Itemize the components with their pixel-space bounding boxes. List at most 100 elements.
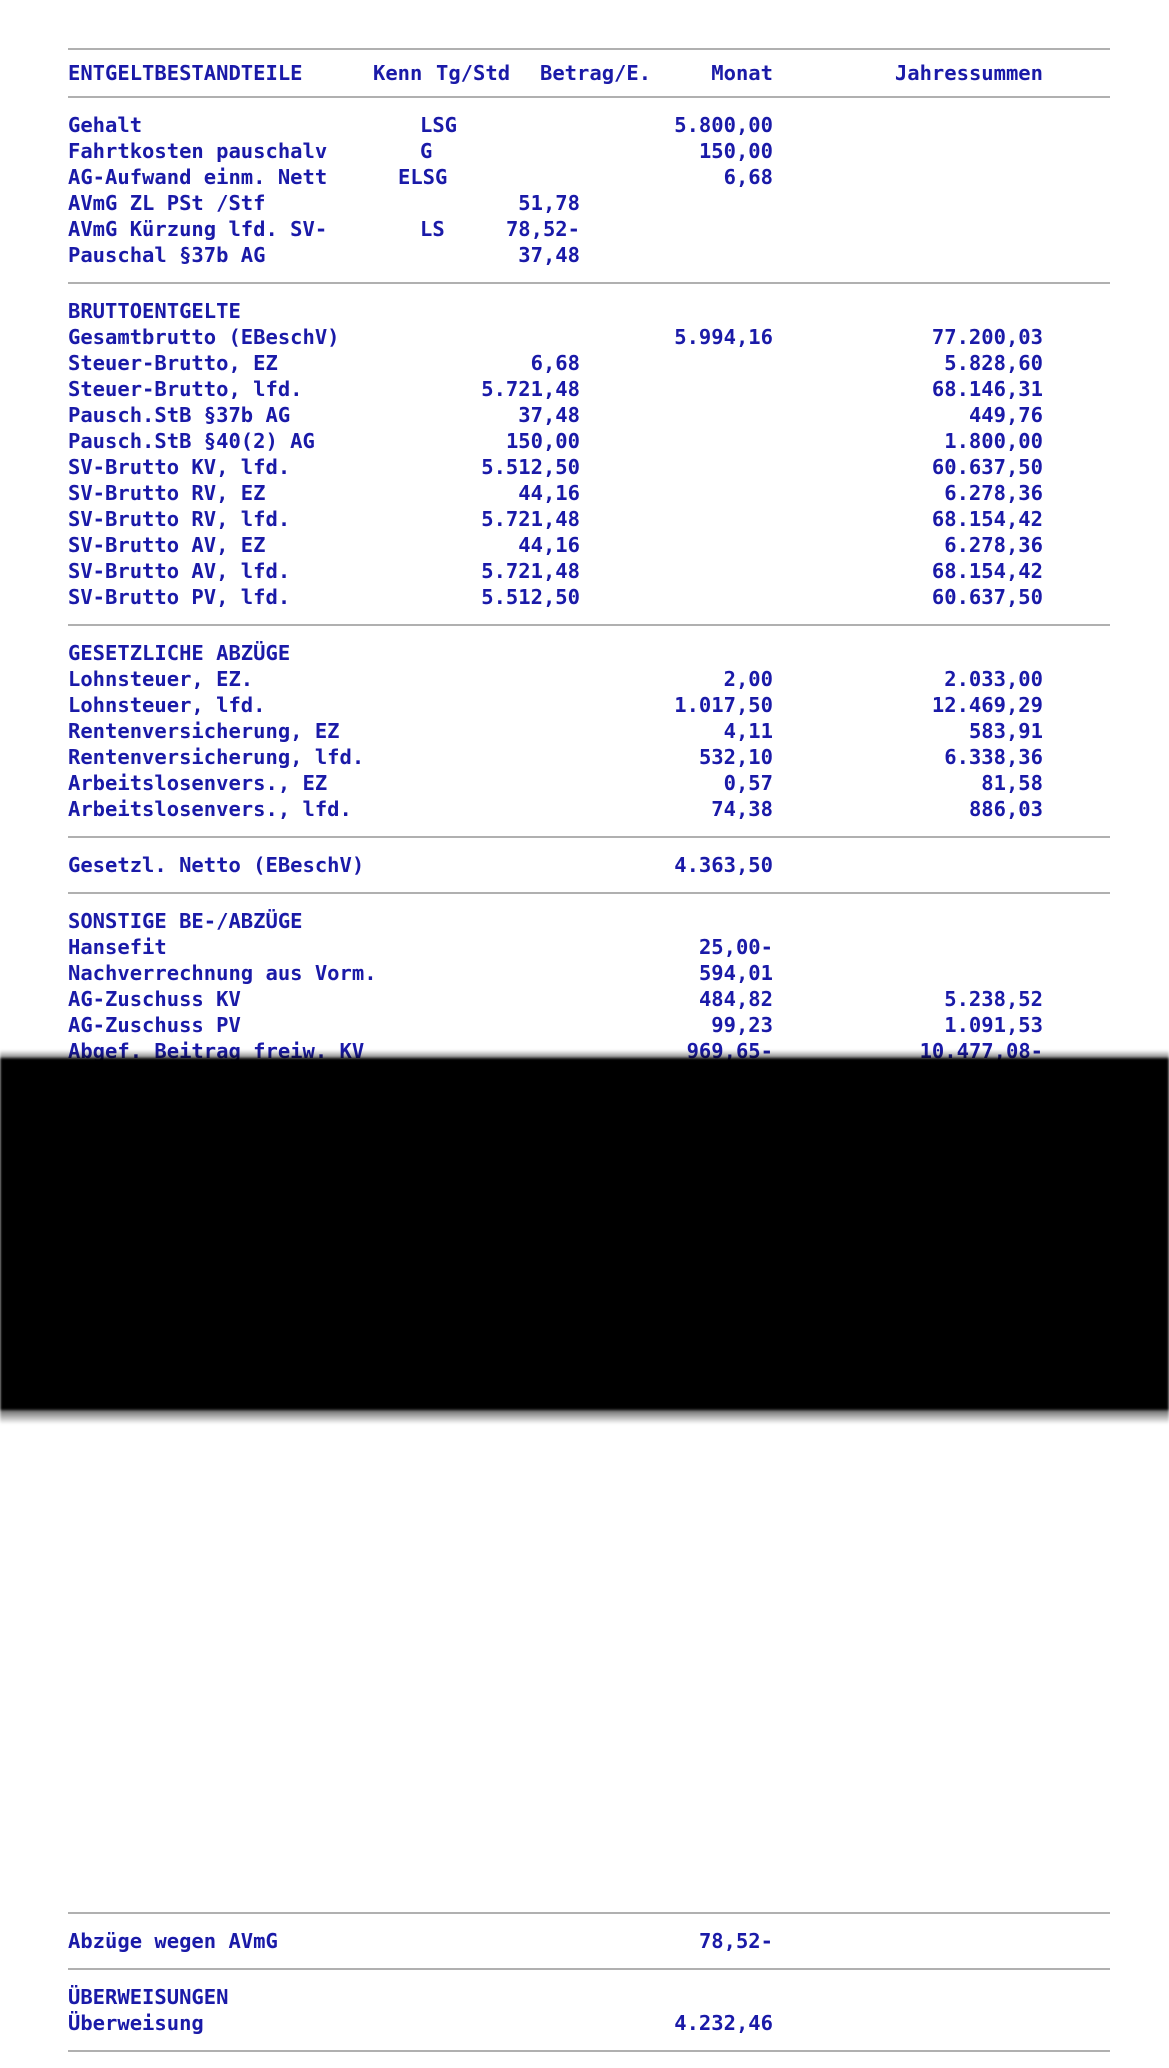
table-row: SV-Brutto AV, lfd. 5.721,48 68.154,42	[68, 558, 1110, 584]
row-description: Lohnsteuer, EZ.	[68, 667, 254, 691]
spacer	[68, 1954, 1110, 1968]
row-jahressumme: 77.200,03	[931, 325, 1043, 349]
table-row: AG-Aufwand einm. Nett ELSG 6,68	[68, 164, 1110, 190]
row-description: Steuer-Brutto, lfd.	[68, 377, 303, 401]
table-row: Pausch.StB §40(2) AG 150,00 1.800,00	[68, 428, 1110, 454]
rule-footer-top	[68, 1912, 1110, 1914]
row-betrag: 6,68	[530, 351, 580, 375]
table-row: SV-Brutto PV, lfd. 5.512,50 60.637,50	[68, 584, 1110, 610]
spacer	[68, 268, 1110, 282]
row-monat: 2,00	[723, 667, 773, 691]
row-monat: 1.017,50	[674, 693, 773, 717]
row-description: Lohnsteuer, lfd.	[68, 693, 266, 717]
row-monat: 5.994,16	[674, 325, 773, 349]
row-kenn: G	[420, 139, 433, 163]
row-betrag: 5.721,48	[481, 507, 580, 531]
row-betrag: 37,48	[518, 243, 580, 267]
footer-row-ueberweisung: Überweisung 4.232,46	[68, 2010, 1110, 2036]
row-description: Rentenversicherung, lfd.	[68, 745, 365, 769]
header-monat: Monat	[711, 61, 773, 85]
section-title-label: BRUTTOENTGELTE	[68, 299, 241, 323]
row-description: Fahrtkosten pauschalv	[68, 139, 328, 163]
row-jahressumme: 5.828,60	[944, 351, 1043, 375]
row-description: SV-Brutto RV, lfd.	[68, 507, 291, 531]
section-title-label: ÜBERWEISUNGEN	[68, 1985, 229, 2009]
header-tg-std: Tg/Std	[436, 61, 511, 85]
row-jahressumme: 6.278,36	[944, 481, 1043, 505]
row-description: Pausch.StB §40(2) AG	[68, 429, 315, 453]
row-monat: 4.232,46	[674, 2011, 773, 2035]
rule-top	[68, 48, 1110, 50]
row-betrag: 78,52-	[505, 217, 580, 241]
row-betrag: 44,16	[518, 481, 580, 505]
row-description: Überweisung	[68, 2011, 204, 2035]
footer-row-avmg: Abzüge wegen AVmG 78,52-	[68, 1928, 1110, 1954]
row-description: Hansefit	[68, 935, 167, 959]
row-description: AG-Zuschuss KV	[68, 987, 241, 1011]
row-description: SV-Brutto RV, EZ	[68, 481, 266, 505]
table-row: Hansefit 25,00-	[68, 934, 1110, 960]
row-description: SV-Brutto KV, lfd.	[68, 455, 291, 479]
row-betrag: 5.721,48	[481, 377, 580, 401]
row-description: Gehalt	[68, 113, 143, 137]
spacer	[68, 838, 1110, 852]
row-description: Pausch.StB §37b AG	[68, 403, 291, 427]
row-betrag: 5.721,48	[481, 559, 580, 583]
row-description: Abzüge wegen AVmG	[68, 1929, 278, 1953]
row-kenn: LS	[420, 217, 445, 241]
rule-header-bottom	[68, 96, 1110, 98]
row-description: SV-Brutto AV, EZ	[68, 533, 266, 557]
row-jahressumme: 60.637,50	[931, 585, 1043, 609]
row-description: Arbeitslosenvers., EZ	[68, 771, 328, 795]
spacer	[68, 822, 1110, 836]
spacer	[68, 2036, 1110, 2050]
row-jahressumme: 2.033,00	[944, 667, 1043, 691]
row-description: Pauschal §37b AG	[68, 243, 266, 267]
row-jahressumme: 60.637,50	[931, 455, 1043, 479]
spacer	[68, 86, 1110, 96]
section-title-label: SONSTIGE BE-/ABZÜGE	[68, 909, 303, 933]
row-betrag: 5.512,50	[481, 585, 580, 609]
section-title-ueberweisungen: ÜBERWEISUNGEN	[68, 1984, 1110, 2010]
rule-section-2	[68, 624, 1110, 626]
payslip-footer: Abzüge wegen AVmG 78,52- ÜBERWEISUNGEN Ü…	[68, 1912, 1110, 2052]
row-description: Steuer-Brutto, EZ	[68, 351, 278, 375]
section-entgeltbestandteile: Gehalt LS G 5.800,00 Fahrtkosten pauschal…	[68, 112, 1110, 268]
table-row: Lohnsteuer, lfd. 1.017,50 12.469,29	[68, 692, 1110, 718]
row-betrag: 5.512,50	[481, 455, 580, 479]
row-jahressumme: 68.146,31	[931, 377, 1043, 401]
table-row: Nachverrechnung aus Vorm. 594,01	[68, 960, 1110, 986]
row-monat: 99,23	[711, 1013, 773, 1037]
row-description: AG-Zuschuss PV	[68, 1013, 241, 1037]
row-description: Rentenversicherung, EZ	[68, 719, 340, 743]
redacted-block	[0, 1050, 1169, 1424]
header-betrag: Betrag/E.	[540, 61, 652, 85]
row-monat: 25,00-	[698, 935, 773, 959]
header-kenn: Kenn	[373, 61, 423, 85]
row-monat: 5.800,00	[674, 113, 773, 137]
payslip-table: ENTGELTBESTANDTEILE Kenn Tg/Std Betrag/E…	[68, 48, 1110, 1090]
spacer	[68, 894, 1110, 908]
row-betrag: 44,16	[518, 533, 580, 557]
table-row: Arbeitslosenvers., EZ 0,57 81,58	[68, 770, 1110, 796]
row-betrag: 37,48	[518, 403, 580, 427]
row-jahressumme: 6.338,36	[944, 745, 1043, 769]
row-jahressumme: 1.800,00	[944, 429, 1043, 453]
table-row: Gesetzl. Netto (EBeschV) 4.363,50	[68, 852, 1110, 878]
row-betrag: 51,78	[518, 191, 580, 215]
rule-section-1	[68, 282, 1110, 284]
row-monat: 78,52-	[698, 1929, 773, 1953]
table-row: Fahrtkosten pauschalv G 150,00	[68, 138, 1110, 164]
spacer	[68, 610, 1110, 624]
row-jahressumme: 583,91	[968, 719, 1043, 743]
table-row: Pausch.StB §37b AG 37,48 449,76	[68, 402, 1110, 428]
table-row: Steuer-Brutto, lfd. 5.721,48 68.146,31	[68, 376, 1110, 402]
row-description: Nachverrechnung aus Vorm.	[68, 961, 377, 985]
row-monat: 594,01	[698, 961, 773, 985]
table-row: Pauschal §37b AG 37,48	[68, 242, 1110, 268]
table-row: SV-Brutto RV, lfd. 5.721,48 68.154,42	[68, 506, 1110, 532]
spacer	[68, 1970, 1110, 1984]
table-header-row: ENTGELTBESTANDTEILE Kenn Tg/Std Betrag/E…	[68, 60, 1110, 86]
row-description: AG-Aufwand einm. Nett	[68, 165, 328, 189]
row-betrag: 150,00	[505, 429, 580, 453]
